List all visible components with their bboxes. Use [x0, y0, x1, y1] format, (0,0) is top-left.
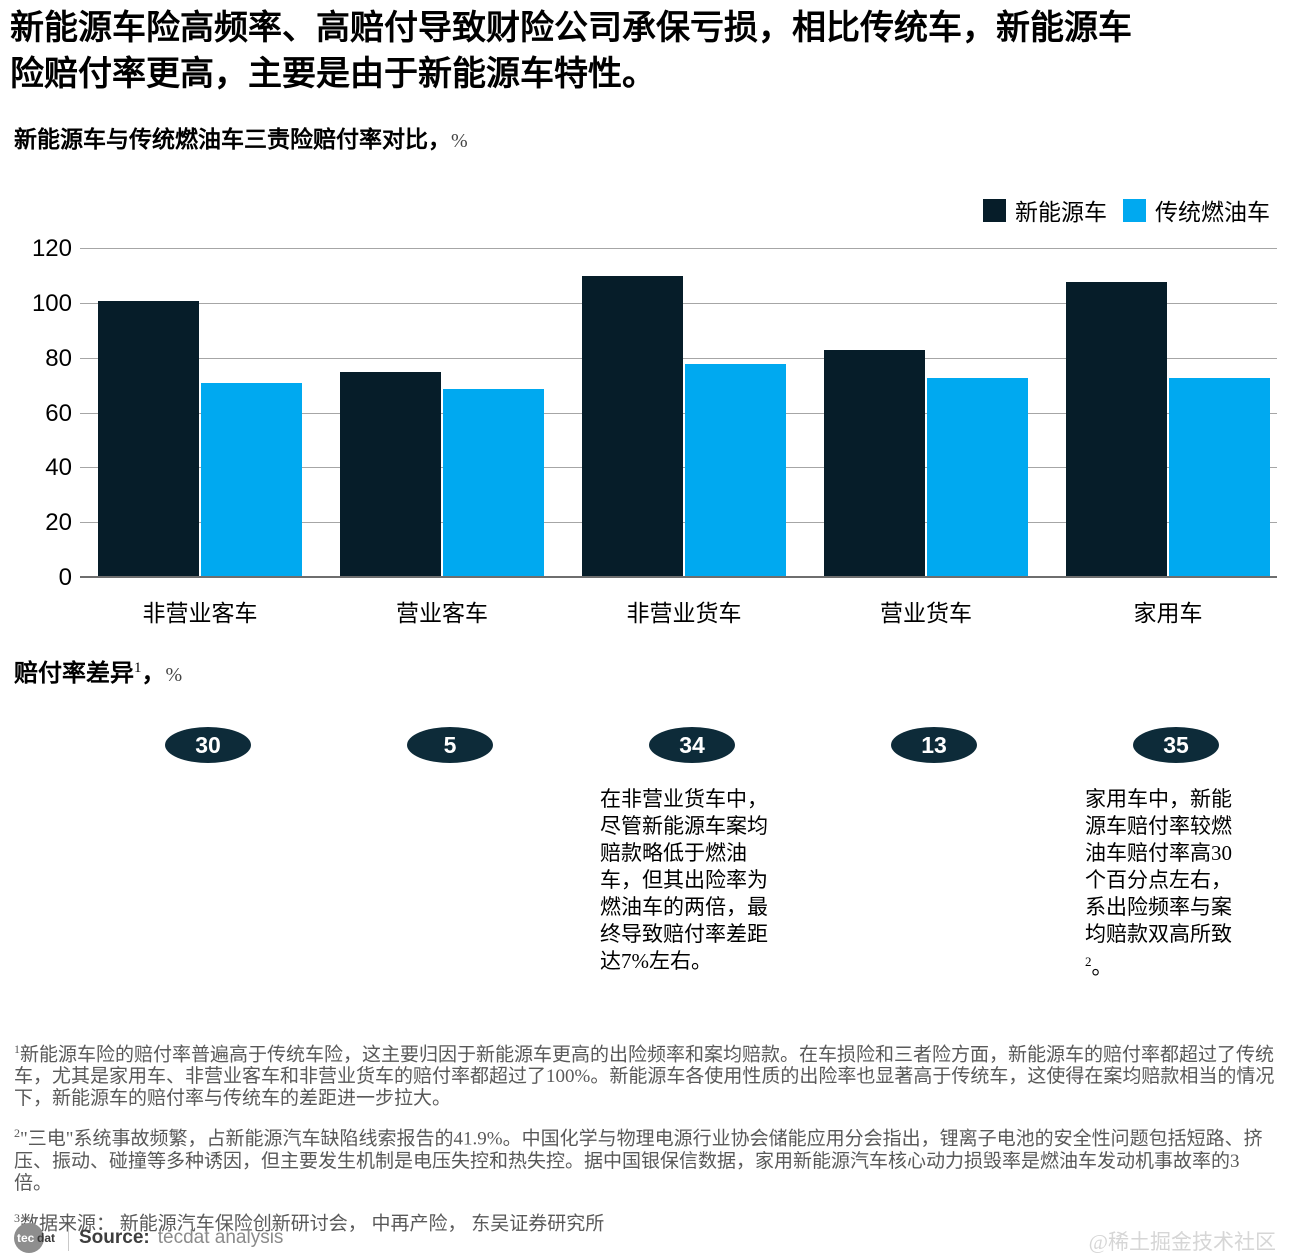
page-title-line2: 险赔付率更高，主要是由于新能源车特性。	[10, 56, 656, 93]
bar-chart-plot-area: 0 20 40 60 80 100 120 非营业客车 营业客车 非营业货车 营业货车 家用车	[32, 236, 1277, 626]
y-axis-label-40: 40	[45, 454, 72, 482]
bar-ev-0	[98, 301, 199, 578]
watermark: @稀土掘金技术社区	[1088, 1230, 1276, 1254]
annotation-family-car-footnote-ref: 2	[1085, 954, 1092, 969]
y-axis-label-100: 100	[31, 289, 72, 317]
bar-fuel-1	[443, 388, 544, 578]
annotation-family-car: 家用车中，新能源车赔付率较燃油车赔付率高30个百分点左右，系出险频率与案均赔款双…	[1085, 786, 1243, 981]
source-text: tecdat analysis	[157, 1227, 284, 1248]
legend: 新能源车 传统燃油车	[983, 193, 1270, 227]
diff-badges-row: 30 5 34 13 35	[88, 727, 1277, 765]
diff-section-heading: 赔付率差异1，%	[14, 653, 182, 688]
gridline-120	[80, 248, 1277, 249]
legend-label-ev: 新能源车	[1015, 200, 1107, 225]
annotation-family-car-text: 家用车中，新能源车赔付率较燃油车赔付率高30个百分点左右，系出险频率与案均赔款双…	[1085, 787, 1232, 946]
page-title-line1: 新能源车险高频率、高赔付导致财险公司承保亏损，相比传统车，新能源车	[10, 10, 1132, 47]
legend-swatch-ev	[983, 198, 1006, 222]
footnote-1-sup: 1	[14, 1042, 20, 1056]
source-divider	[68, 1225, 69, 1251]
tecdat-logo: tec dat	[14, 1223, 64, 1253]
diff-heading-comma: ，	[141, 661, 166, 687]
diff-heading-text: 赔付率差异	[14, 661, 134, 687]
y-axis-label-20: 20	[45, 509, 72, 537]
x-axis-label-3: 营业货车	[880, 601, 972, 626]
footnote-2: 2"三电"系统事故频繁，占新能源汽车缺陷线索报告的41.9%。中国化学与物理电源…	[14, 1122, 1276, 1194]
diff-badge-0: 30	[165, 727, 251, 763]
footnote-3-sup: 3	[14, 1210, 20, 1225]
footnotes: 1新能源车险的赔付率普遍高于传统车险，这主要归因于新能源车更高的出险频率和案均赔…	[14, 1038, 1276, 1247]
bar-fuel-2	[685, 364, 786, 578]
diff-badge-2: 34	[649, 727, 735, 763]
y-axis-label-0: 0	[58, 564, 72, 591]
legend-item-ev: 新能源车	[983, 193, 1107, 227]
diff-badge-3: 13	[891, 727, 977, 763]
y-axis-label-120: 120	[31, 235, 72, 262]
x-axis-label-1: 营业客车	[396, 601, 488, 626]
x-axis-label-4: 家用车	[1133, 601, 1203, 626]
chart-heading-text: 新能源车与传统燃油车三责险赔付率对比，	[14, 127, 451, 152]
footnote-3-text: 数据来源： 新能源汽车保险创新研讨会， 中再产险， 东吴证券研究所	[20, 1212, 605, 1234]
footnote-3: 3数据来源： 新能源汽车保险创新研讨会， 中再产险， 东吴证券研究所	[14, 1207, 1276, 1235]
y-axis-label-80: 80	[45, 344, 72, 372]
bar-ev-1	[340, 372, 441, 578]
x-axis-label-0: 非营业客车	[142, 601, 258, 626]
x-axis-label-2: 非营业货车	[626, 601, 742, 626]
annotation-family-car-period: 。	[1091, 955, 1113, 979]
bar-fuel-0	[201, 383, 302, 578]
legend-swatch-fuel	[1123, 198, 1146, 222]
legend-label-fuel: 传统燃油车	[1155, 200, 1270, 225]
bar-fuel-4	[1169, 377, 1270, 578]
diff-heading-unit: %	[165, 664, 183, 686]
tecdat-logo-circle: tec	[14, 1223, 44, 1253]
annotation-nonop-truck: 在非营业货车中，尽管新能源车案均赔款略低于燃油车，但其出险率为燃油车的两倍，最终…	[600, 786, 776, 975]
source-label: Source:	[79, 1227, 150, 1248]
diff-badge-1: 5	[407, 727, 493, 763]
footnote-1-text: 新能源车险的赔付率普遍高于传统车险，这主要归因于新能源车更高的出险频率和案均赔款…	[14, 1044, 1275, 1110]
diff-badge-4: 35	[1133, 727, 1219, 763]
annotation-nonop-truck-text: 在非营业货车中，尽管新能源车案均赔款略低于燃油车，但其出险率为燃油车的两倍，最终…	[600, 787, 768, 973]
page-title: 新能源车险高频率、高赔付导致财险公司承保亏损，相比传统车，新能源车 险赔付率更高…	[10, 6, 1286, 98]
legend-item-fuel: 传统燃油车	[1123, 193, 1270, 227]
tecdat-logo-dat: dat	[37, 1231, 55, 1245]
gridline-0	[80, 576, 1277, 578]
diff-heading-footnote-ref: 1	[134, 660, 142, 676]
bar-ev-2	[582, 276, 683, 578]
footnote-2-text: "三电"系统事故频繁，占新能源汽车缺陷线索报告的41.9%。中国化学与物理电源行…	[14, 1128, 1263, 1194]
source-row: tec dat Source: tecdat analysis	[14, 1222, 283, 1254]
chart-heading: 新能源车与传统燃油车三责险赔付率对比，%	[14, 120, 468, 154]
bar-ev-4	[1066, 281, 1167, 578]
chart-heading-unit: %	[451, 130, 468, 152]
footnote-1: 1新能源车险的赔付率普遍高于传统车险，这主要归因于新能源车更高的出险频率和案均赔…	[14, 1038, 1276, 1110]
bar-fuel-3	[927, 377, 1028, 578]
y-axis-label-60: 60	[45, 399, 72, 427]
footnote-2-sup: 2	[14, 1126, 20, 1141]
bar-ev-3	[824, 350, 925, 578]
